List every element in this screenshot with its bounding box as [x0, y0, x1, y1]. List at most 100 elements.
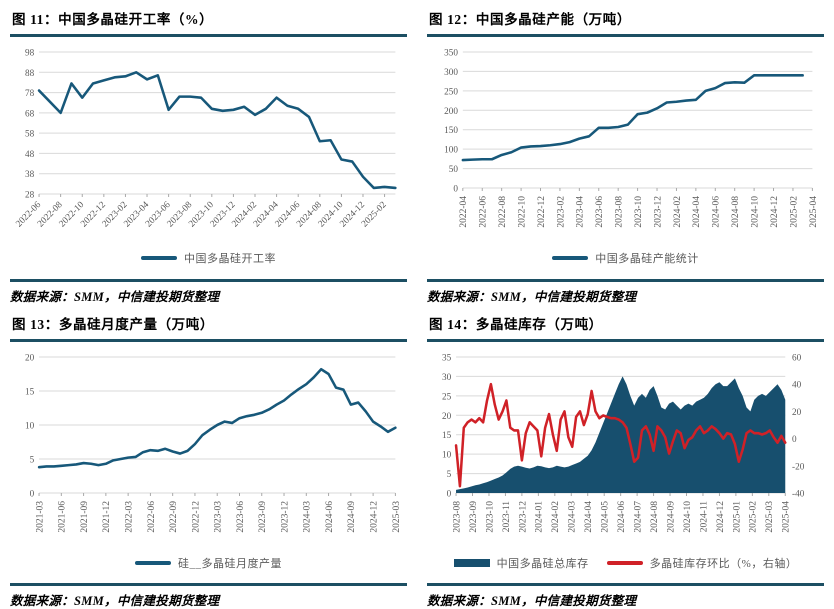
x-tick-label: 2021-03 — [36, 501, 46, 533]
y2-tick-label: 40 — [792, 381, 802, 391]
x-axis-labels: 2021-03 2021-06 2021-09 2021-12 2022-03 2022-… — [36, 501, 402, 533]
legend-item: 中国多晶硅开工率 — [141, 250, 276, 266]
x-axis-labels: 2022-062022-082022-102022-122023-022023-… — [14, 200, 388, 230]
y-tick-label: 200 — [444, 107, 458, 117]
x-tick-label: 2024-12 — [370, 501, 380, 533]
line-series — [454, 382, 787, 488]
x-tick-label: 2024-06 — [617, 501, 627, 533]
x-tick-label: 2024-09 — [347, 501, 357, 533]
monthly-output-chart: 0 5 10 15 20 2021-03 2021-06 2021-09 2021-12 2022… — [25, 353, 402, 533]
y-tick-label: 300 — [444, 68, 458, 78]
y-tick-label: 88 — [25, 69, 35, 79]
x-tick-label: 2021-12 — [102, 501, 112, 533]
chart-title: 图 13：多晶硅月度产量（万吨） — [12, 317, 214, 332]
x-tick-label: 2022-08 — [498, 196, 508, 228]
bottom-rule — [10, 279, 407, 282]
y-tick-label: 100 — [444, 146, 458, 156]
chart-legend: 中国多晶硅产能统计 — [427, 250, 824, 266]
legend-label: 中国多晶硅产能统计 — [595, 253, 699, 265]
y-tick-label: 5 — [447, 470, 452, 480]
x-tick-label: 2024-07 — [634, 501, 644, 533]
y-tick-label: 48 — [25, 150, 35, 160]
x-axis-ticks — [38, 493, 396, 496]
legend-item: 中国多晶硅产能统计 — [552, 250, 699, 266]
gridlines — [462, 51, 813, 189]
line-series — [37, 70, 397, 190]
x-axis-labels: 2022-04 2022-06 2022-08 2022-10 2022-12 2023-… — [459, 196, 818, 228]
x-tick-label: 2024-11 — [699, 501, 709, 533]
chart-title: 图 12：中国多晶硅产能（万吨） — [429, 12, 631, 27]
y-tick-label: 20 — [442, 412, 452, 422]
x-tick-label: 2025-02 — [749, 501, 759, 533]
x-tick-label: 2023-12 — [281, 501, 291, 533]
x-tick-label: 2024-09 — [667, 501, 677, 533]
y-tick-label: 10 — [25, 421, 35, 431]
x-tick-label: 2023-04 — [576, 196, 586, 228]
source-note: 数据来源：SMM，中信建投期货整理 — [10, 290, 220, 304]
title-rule — [10, 339, 407, 342]
y-tick-label: 15 — [442, 431, 452, 441]
legend-label: 中国多晶硅总库存 — [496, 558, 589, 570]
y2-tick-label: 60 — [792, 353, 802, 363]
panel-operating-rate: 图 11：中国多晶硅开工率（%） 28 38 48 58 68 78 88 98 2022-06… — [0, 0, 417, 305]
y-tick-label: 0 — [447, 489, 452, 499]
y-tick-label: 15 — [25, 387, 35, 397]
x-tick-label: 2024-10 — [751, 196, 761, 228]
chart-legend: 硅__多晶硅月度产量 — [10, 555, 407, 571]
legend-label: 中国多晶硅开工率 — [184, 253, 276, 265]
y-tick-label: 10 — [442, 451, 452, 461]
legend-line-swatch — [135, 561, 171, 565]
y-tick-label: 350 — [444, 48, 458, 58]
x-tick-label: 2024-02 — [673, 196, 683, 228]
x-tick-label: 2024-03 — [568, 501, 578, 533]
title-rule — [10, 34, 407, 37]
y-tick-label: 28 — [25, 190, 35, 200]
operating-rate-chart: 28 38 48 58 68 78 88 98 2022-062022-082022-10202… — [14, 48, 397, 230]
x-tick-label: 2024-12 — [716, 501, 726, 533]
legend-item: 中国多晶硅总库存 — [453, 555, 589, 571]
x-tick-label: 2022-12 — [191, 501, 201, 533]
x-tick-label: 2024-04 — [692, 196, 702, 228]
title-rule — [427, 34, 824, 37]
x-tick-label: 2024-08 — [731, 196, 741, 228]
y-tick-label: 0 — [30, 489, 35, 499]
chart-legend: 中国多晶硅总库存 多晶硅库存环比（%，右轴） — [427, 555, 824, 571]
x-tick-label: 2025-03 — [765, 501, 775, 533]
bottom-rule — [427, 583, 824, 586]
gridlines — [39, 51, 396, 195]
y-tick-label: 38 — [25, 170, 35, 180]
y2-tick-label: -40 — [792, 489, 805, 499]
y-tick-label: 30 — [442, 373, 452, 383]
x-tick-label: 2024-10 — [683, 501, 693, 533]
x-axis-ticks — [38, 194, 386, 197]
x-tick-label: 2022-10 — [518, 196, 528, 228]
panel-monthly-output: 图 13：多晶硅月度产量（万吨） 0 5 10 15 20 2021-03 2021-06 2… — [0, 305, 417, 609]
bottom-rule — [427, 279, 824, 282]
x-tick-label: 2024-05 — [601, 501, 611, 533]
x-tick-label: 2023-12 — [518, 501, 528, 533]
y2-tick-label: -20 — [792, 462, 805, 472]
y-axis-labels: 28 38 48 58 68 78 88 98 — [25, 48, 35, 200]
legend-label: 硅__多晶硅月度产量 — [178, 558, 282, 570]
x-tick-label: 2023-12 — [654, 196, 664, 228]
x-tick-label: 2025-04 — [809, 196, 819, 228]
line-series — [37, 367, 397, 469]
x-tick-label: 2024-08 — [650, 501, 660, 533]
x-tick-label: 2023-03 — [214, 501, 224, 533]
x-tick-label: 2023-11 — [502, 501, 512, 533]
y-tick-label: 78 — [25, 89, 35, 99]
x-tick-label: 2024-04 — [584, 501, 594, 533]
y-tick-label: 98 — [25, 48, 35, 58]
x-tick-label: 2023-08 — [453, 501, 463, 533]
x-tick-label: 2023-10 — [485, 501, 495, 533]
x-tick-label: 2025-03 — [392, 501, 402, 533]
source-note: 数据来源：SMM，中信建投期货整理 — [427, 290, 637, 304]
x-tick-label: 2023-02 — [556, 196, 566, 228]
y2-axis-labels: -40 -20 0 20 40 60 — [792, 353, 805, 499]
line-series — [461, 74, 804, 162]
x-tick-label: 2023-09 — [258, 501, 268, 533]
x-tick-label: 2025-02 — [789, 196, 799, 228]
x-tick-label: 2022-12 — [537, 196, 547, 228]
